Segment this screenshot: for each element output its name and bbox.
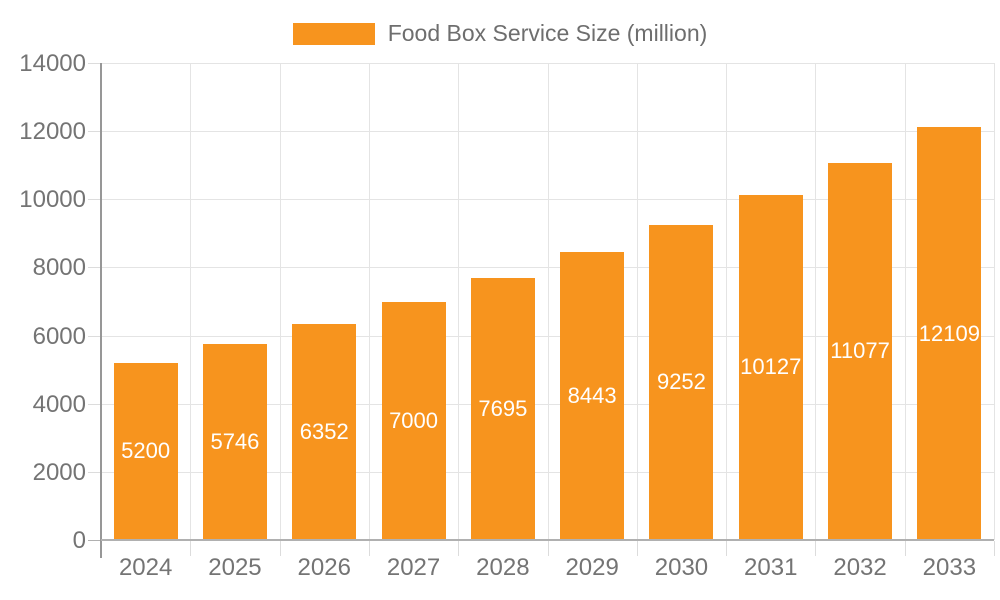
bar-value-label: 11077 [830,338,890,364]
x-axis-tick [190,541,192,556]
x-axis-tick [279,541,281,556]
bar [649,224,714,540]
x-tick-label: 2028 [476,554,530,581]
x-gridline [815,63,817,540]
x-axis-tick [368,541,370,556]
bar [470,277,535,540]
x-gridline [726,63,728,540]
x-tick-label: 2033 [922,554,977,581]
bar [738,194,803,540]
x-tick-label: 2024 [118,554,173,581]
x-gridline [190,63,192,540]
y-axis-tick [88,335,101,337]
x-gridline [547,63,549,540]
x-gridline [994,63,995,540]
y-tick-label: 6000 [32,322,86,350]
x-tick-label: 2027 [386,554,441,581]
x-axis-line [101,539,994,541]
x-tick-label: 2031 [744,554,798,581]
x-axis-tick [458,541,460,556]
y-tick-label: 0 [72,527,86,554]
x-axis-tick [726,541,728,556]
y-axis-tick [88,267,101,269]
x-gridline [904,63,906,540]
y-axis-tick [88,63,101,64]
bar-value-label: 9252 [656,369,706,395]
y-axis-tick [88,539,101,541]
bar [381,301,446,540]
x-axis-tick [636,541,638,556]
y-tick-label: 14000 [19,50,86,77]
bar-value-label: 7695 [478,395,528,421]
bar [828,162,893,540]
bar [202,344,267,540]
bar [292,323,357,540]
legend-swatch-icon [292,22,375,45]
bar [113,362,178,540]
bar-value-label: 5200 [121,438,171,464]
y-tick-label: 10000 [19,186,86,214]
y-tick-label: 12000 [19,118,86,146]
legend-label: Food Box Service Size (million) [387,20,708,46]
y-axis-line [100,63,102,558]
x-gridline [636,63,638,540]
x-tick-label: 2030 [654,554,709,581]
y-tick-label: 8000 [32,254,86,282]
bar-value-label: 7000 [389,407,439,433]
chart-legend[interactable]: Food Box Service Size (million) [0,20,1000,47]
bar-value-label: 6352 [299,418,349,444]
x-axis-tick [904,541,906,556]
bar [560,252,625,540]
y-axis-tick [88,131,101,133]
y-tick-label: 2000 [32,458,86,486]
x-axis-tick [547,541,549,556]
x-tick-label: 2029 [565,554,619,581]
x-axis-tick [994,541,995,556]
bar-value-label: 10127 [740,354,802,380]
x-gridline [458,63,460,540]
x-gridline [279,63,281,540]
x-tick-label: 2025 [208,554,262,581]
bar-value-label: 12109 [918,320,980,346]
bar-value-label: 5746 [210,429,260,455]
y-axis-tick [88,403,101,405]
bar-value-label: 8443 [567,383,617,409]
x-tick-label: 2026 [297,554,351,581]
y-axis-tick [88,199,101,201]
y-tick-label: 4000 [32,390,86,418]
x-axis-tick [815,541,817,556]
bar [917,127,982,540]
y-axis-tick [88,471,101,473]
x-tick-label: 2032 [833,554,887,581]
x-gridline [368,63,370,540]
